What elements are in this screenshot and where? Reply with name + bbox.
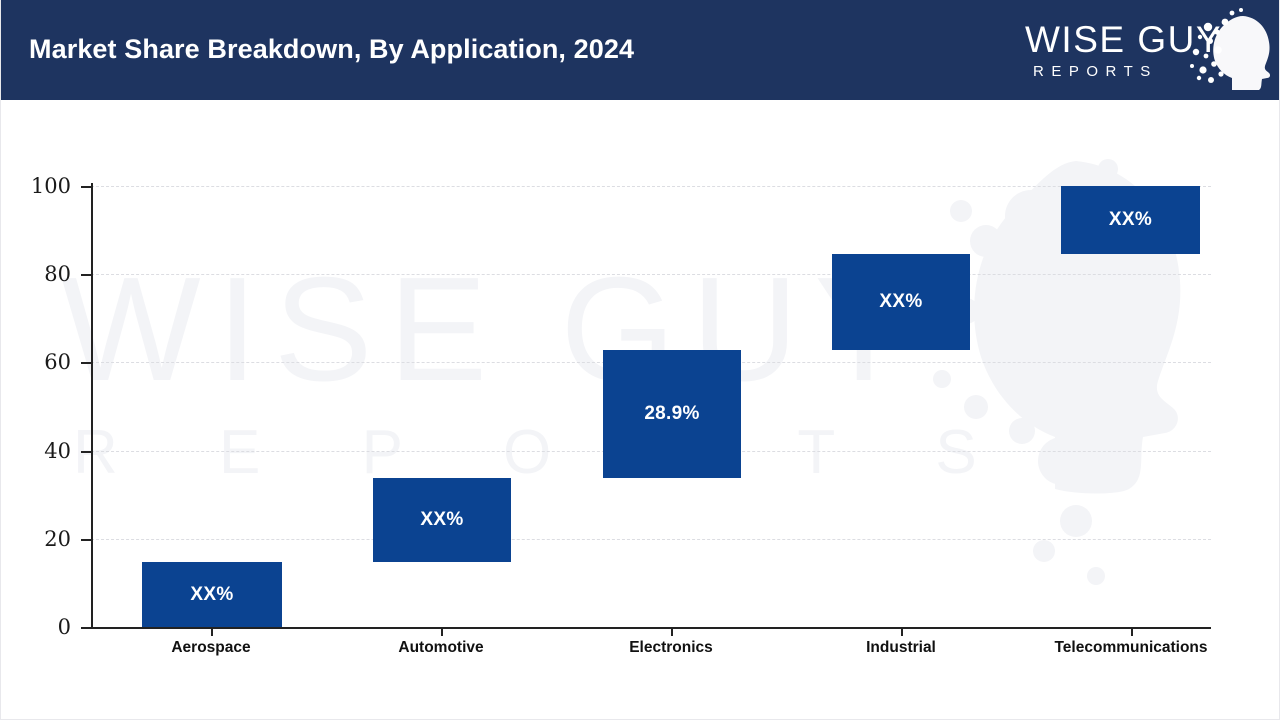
logo-svg: WISE GUY REPORTS — [1025, 8, 1271, 90]
bar-industrial[interactable]: XX% — [832, 254, 970, 350]
gridline-100 — [91, 186, 1211, 187]
y-tick-80 — [81, 274, 91, 276]
wise-guy-reports-logo: WISE GUY REPORTS — [1011, 8, 1273, 92]
bar-label-automotive: XX% — [420, 509, 464, 530]
x-axis-label-industrial: Industrial — [866, 639, 936, 656]
y-axis-label-60: 60 — [44, 350, 71, 374]
gridline-80 — [91, 274, 1211, 275]
bar-label-industrial: XX% — [879, 291, 923, 312]
svg-text:WISE GUY: WISE GUY — [1025, 19, 1222, 60]
bar-electronics[interactable]: 28.9% — [603, 350, 741, 478]
y-tick-40 — [81, 451, 91, 453]
page-title: Market Share Breakdown, By Application, … — [29, 34, 635, 64]
y-tick-60 — [81, 362, 91, 364]
bar-telecommunications[interactable]: XX% — [1061, 186, 1200, 254]
bar-automotive[interactable]: XX% — [373, 478, 511, 562]
y-tick-100 — [81, 186, 91, 188]
svg-text:REPORTS: REPORTS — [1033, 63, 1158, 80]
y-axis-label-40: 40 — [44, 439, 71, 463]
bar-label-telecommunications: XX% — [1108, 209, 1153, 230]
y-axis-label-20: 20 — [44, 527, 71, 551]
chart-plot-area: WISE GUY R E P O R T S — [1, 101, 1279, 719]
y-axis-label-0: 0 — [57, 615, 71, 639]
y-axis-label-100: 100 — [30, 174, 71, 198]
x-tick-telecommunications — [1131, 627, 1133, 636]
bar-label-electronics: 28.9% — [644, 403, 700, 424]
x-axis-line — [91, 627, 1211, 629]
gridline-20 — [91, 539, 1211, 540]
x-axis-label-electronics: Electronics — [629, 639, 713, 656]
y-tick-20 — [81, 539, 91, 541]
y-axis-line — [91, 183, 93, 628]
x-axis-label-telecommunications: Telecommunications — [1054, 639, 1208, 656]
x-axis-label-automotive: Automotive — [398, 639, 484, 656]
x-tick-automotive — [441, 627, 443, 636]
y-tick-0 — [81, 627, 91, 629]
bar-aerospace[interactable]: XX% — [142, 562, 282, 627]
x-tick-industrial — [901, 627, 903, 636]
y-axis-label-80: 80 — [44, 262, 71, 286]
page-header: Market Share Breakdown, By Application, … — [1, 0, 1279, 100]
bar-label-aerospace: XX% — [190, 583, 234, 605]
x-tick-aerospace — [211, 627, 213, 636]
x-axis-label-aerospace: Aerospace — [171, 639, 251, 656]
x-tick-electronics — [671, 627, 673, 636]
